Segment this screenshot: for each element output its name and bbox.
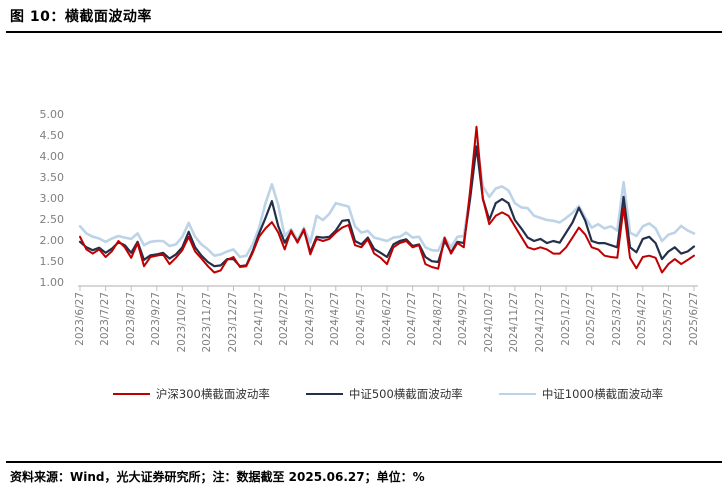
legend-line-swatch [498, 392, 536, 396]
y-tick-label: 5.00 [39, 108, 65, 121]
x-tick-label: 2024/8/27 [431, 292, 444, 346]
chart-legend: 沪深300横截面波动率 中证500横截面波动率 中证1000横截面波动率 [78, 386, 698, 402]
x-tick-label: 2023/7/27 [99, 292, 112, 346]
legend-item-0: 沪深300横截面波动率 [112, 386, 270, 402]
x-tick-label: 2023/9/27 [150, 292, 163, 346]
x-tick-label: 2024/5/27 [354, 292, 367, 346]
x-tick-label: 2024/9/27 [457, 292, 470, 346]
x-tick-label: 2024/12/27 [534, 292, 546, 353]
y-tick-label: 3.00 [39, 192, 65, 205]
x-tick-label: 2023/6/27 [73, 292, 86, 346]
legend-item-1: 中证500横截面波动率 [305, 386, 463, 402]
x-tick-label: 2023/11/27 [201, 292, 214, 353]
x-tick-label: 2024/6/27 [380, 292, 393, 346]
x-tick-label: 2024/10/27 [482, 292, 495, 353]
footer-divider [6, 461, 722, 463]
figure-title: 图 10：横截面波动率 [10, 9, 152, 25]
x-tick-label: 2024/2/27 [278, 292, 291, 346]
y-tick-label: 4.50 [39, 129, 65, 142]
x-tick-label: 2024/7/27 [406, 292, 419, 346]
y-tick-label: 4.00 [39, 150, 65, 163]
x-tick-label: 2024/11/27 [508, 292, 521, 353]
y-tick-label: 2.00 [39, 234, 65, 247]
x-tick-label: 2023/12/27 [227, 292, 239, 353]
x-tick-label: 2025/6/27 [687, 292, 700, 346]
x-tick-label: 2023/10/27 [175, 292, 188, 353]
series-line-0 [79, 125, 695, 274]
y-axis: 5.00 4.50 4.00 3.50 3.00 2.50 2.00 1.50 1.00 [28, 0, 70, 320]
plot-svg [78, 125, 698, 291]
legend-label: 中证1000横截面波动率 [541, 387, 664, 401]
legend-line-swatch [305, 392, 343, 396]
legend-label: 沪深300横截面波动率 [155, 387, 270, 401]
legend-line-swatch [112, 392, 150, 396]
x-tick-label: 2024/3/27 [303, 292, 316, 346]
x-axis: 2023/6/27 2023/7/27 2023/8/27 2023/9/27 2023… [73, 292, 700, 353]
x-tick-label: 2025/1/27 [559, 292, 572, 346]
y-tick-label: 3.50 [39, 171, 65, 184]
x-tick-label: 2025/2/27 [585, 292, 598, 346]
source-note: 资料来源：Wind，光大证券研究所；注：数据截至 2025.06.27；单位：% [10, 470, 425, 484]
x-tick-label: 2025/5/27 [661, 292, 674, 346]
x-tick-label: 2025/4/27 [636, 292, 649, 346]
legend-item-2: 中证1000横截面波动率 [498, 386, 664, 402]
y-tick-label: 1.00 [39, 276, 65, 289]
y-tick-label: 2.50 [39, 213, 65, 226]
chart-plot-area [78, 113, 698, 291]
series-line-1 [78, 145, 696, 268]
x-tick-label: 2023/8/27 [124, 292, 137, 346]
x-tick-label: 2024/4/27 [329, 292, 342, 346]
x-tick-label: 2025/3/27 [610, 292, 623, 346]
x-tick-label: 2024/1/27 [252, 292, 265, 346]
series-line-2 [78, 139, 696, 259]
title-divider [6, 31, 722, 33]
legend-label: 中证500横截面波动率 [348, 387, 463, 401]
y-tick-label: 1.50 [39, 255, 65, 268]
